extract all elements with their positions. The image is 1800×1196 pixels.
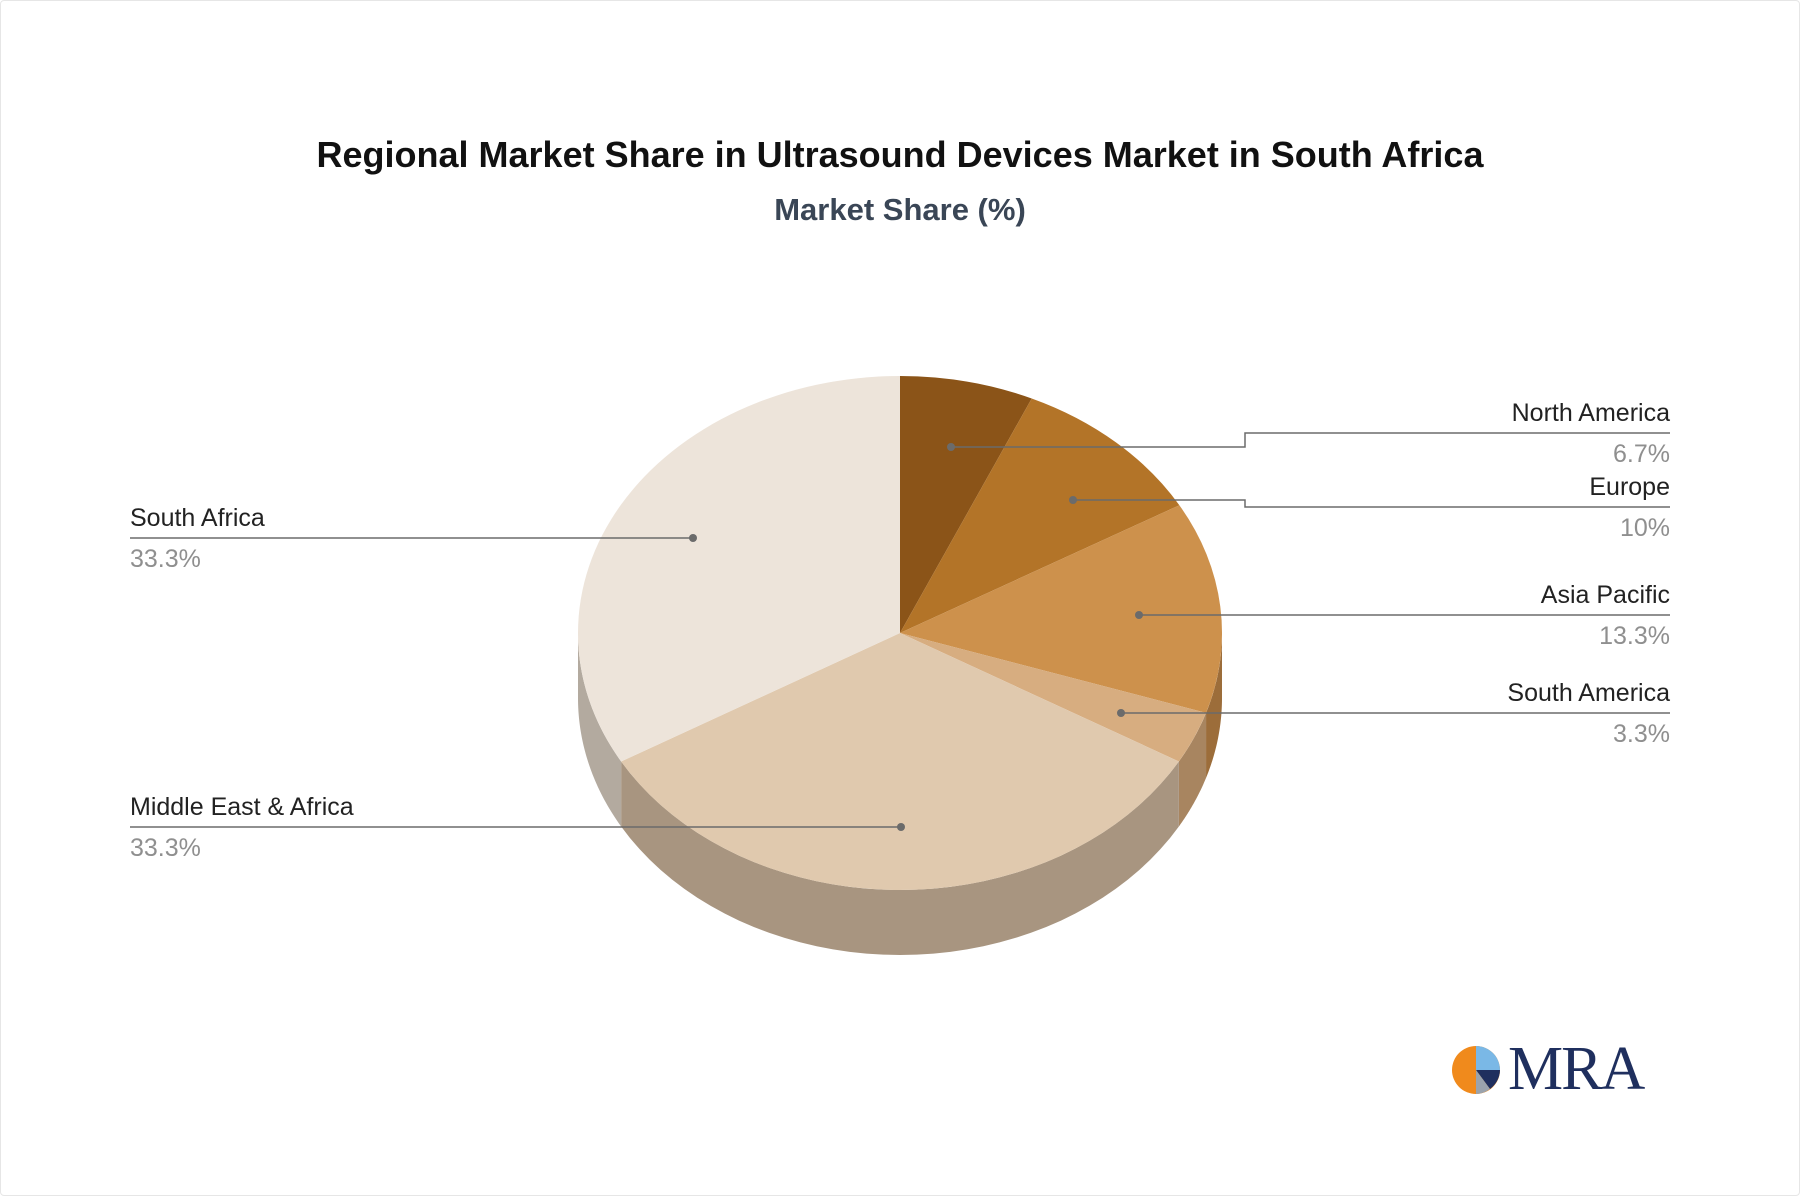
- logo-text: MRA: [1508, 1035, 1645, 1103]
- label-value-middle-east-africa: 33.3%: [130, 834, 201, 862]
- pie-slices: [578, 376, 1222, 891]
- label-value-south-america: 3.3%: [1613, 720, 1670, 748]
- label-value-south-africa: 33.3%: [130, 545, 201, 573]
- chart-subtitle: Market Share (%): [774, 192, 1026, 227]
- leader-dot-south-africa: [689, 534, 697, 542]
- leader-dot-middle-east-africa: [897, 823, 905, 831]
- label-value-north-america: 6.7%: [1613, 440, 1670, 468]
- pie-labels: North America 6.7% Europe 10% Asia Pacific 13…: [130, 399, 1670, 862]
- leader-line-europe: [1073, 499, 1670, 508]
- pie-slice-asia-pacific[interactable]: [900, 505, 1222, 713]
- label-name-south-africa: South Africa: [130, 504, 265, 532]
- label-name-asia-pacific: Asia Pacific: [1541, 581, 1670, 609]
- label-name-europe: Europe: [1589, 473, 1670, 501]
- pie-slice-south-america[interactable]: [900, 633, 1207, 762]
- leader-dot-asia-pacific: [1135, 611, 1143, 619]
- logo-pie-icon: [1452, 1046, 1500, 1094]
- pie-slice-north-america[interactable]: [900, 376, 1032, 633]
- pie-slice-middle-east-africa[interactable]: [621, 633, 1179, 891]
- label-name-middle-east-africa: Middle East & Africa: [130, 793, 354, 821]
- leader-line-north-america: [951, 432, 1670, 448]
- leader-dot-north-america: [947, 443, 955, 451]
- pie-side-middle-east-africa: [621, 761, 1179, 955]
- label-value-europe: 10%: [1620, 514, 1670, 542]
- label-name-north-america: North America: [1512, 399, 1670, 427]
- leader-dot-south-america: [1117, 709, 1125, 717]
- pie-slice-south-africa[interactable]: [578, 376, 900, 762]
- label-name-south-america: South America: [1507, 679, 1670, 707]
- chart-title: Regional Market Share in Ultrasound Devi…: [316, 134, 1484, 175]
- pie-side-asia-pacific: [1206, 633, 1222, 778]
- pie-side-walls: [578, 633, 1222, 955]
- leader-dot-europe: [1069, 496, 1077, 504]
- pie-side-south-america: [1178, 712, 1207, 827]
- pie-slice-europe[interactable]: [900, 398, 1180, 633]
- label-value-asia-pacific: 13.3%: [1599, 622, 1670, 650]
- pie-side-south-africa: [578, 633, 622, 827]
- mra-logo: MRA: [1450, 1035, 1645, 1103]
